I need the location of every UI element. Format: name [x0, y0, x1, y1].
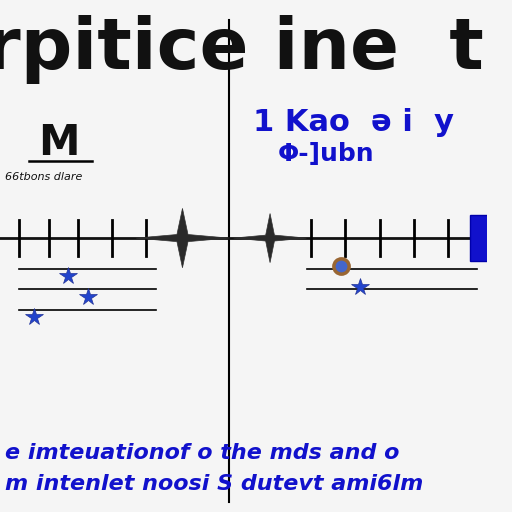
Text: rpitice ine  the Micle: rpitice ine the Micle [0, 15, 512, 84]
Text: e imteuationof o the mds and o: e imteuationof o the mds and o [5, 443, 399, 463]
Text: 66tbons dlare: 66tbons dlare [5, 172, 82, 182]
FancyBboxPatch shape [470, 215, 489, 261]
Text: Φ-]ubn: Φ-]ubn [278, 142, 374, 165]
Polygon shape [136, 208, 229, 268]
Polygon shape [233, 214, 307, 263]
Text: 1 Kao  ə i  y: 1 Kao ə i y [253, 109, 454, 137]
Text: M: M [38, 122, 79, 164]
Text: m intenlet noosi S dutevt ami6lm: m intenlet noosi S dutevt ami6lm [5, 474, 423, 494]
